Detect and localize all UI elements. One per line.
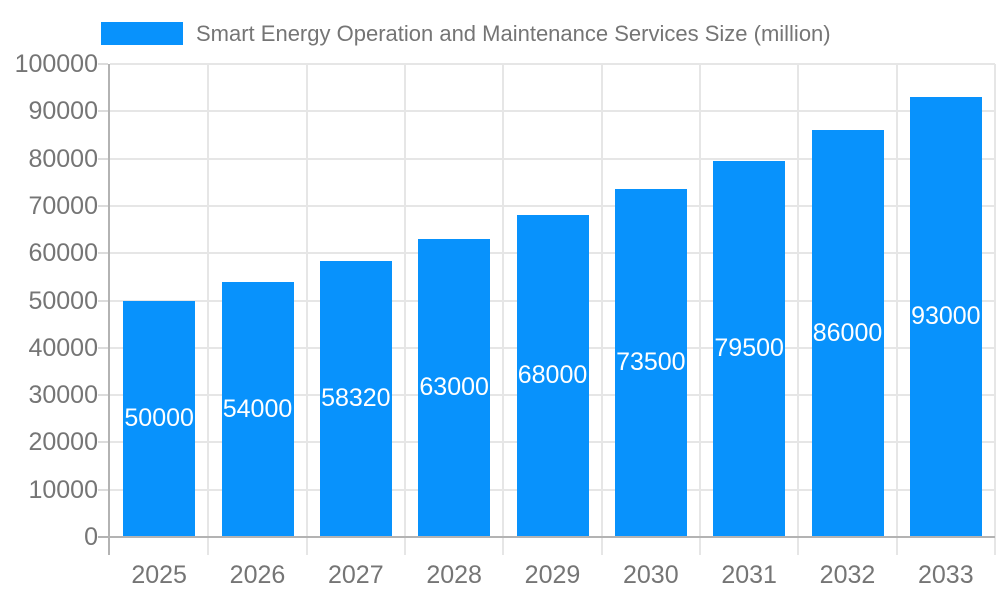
plot-area: 50000 54000 58320 63000 68000 73500 79500 86000… [98,63,996,555]
gridline-x-boundary [207,64,210,555]
gridline-x-boundary [797,64,800,555]
gridline-y-70000 [110,204,995,207]
y-tick-label: 10000 [28,475,98,504]
bar-2031[interactable]: 79500 [713,160,786,537]
gridline-y-90000 [110,110,995,113]
gridline-x-boundary [404,64,406,555]
bar-2029[interactable]: 68000 [516,215,589,537]
bar-2028[interactable]: 63000 [418,239,491,537]
bar-value-label: 58320 [321,384,391,413]
gridline-x-boundary [895,64,898,555]
gridline-y-80000 [110,157,995,160]
y-tick-mark [98,252,108,255]
y-tick-label: 100000 [14,50,98,78]
y-tick-label: 30000 [28,381,98,410]
y-tick-label: 20000 [28,428,98,457]
bar-2030[interactable]: 73500 [614,189,687,537]
bar-value-label: 68000 [517,361,588,390]
y-tick-label: 50000 [28,286,98,315]
bar-2026[interactable]: 54000 [221,281,294,537]
y-axis-line [108,64,110,555]
gridline-x-boundary [994,64,996,555]
y-tick-label: 90000 [28,97,98,126]
y-tick-label: 70000 [28,191,98,220]
y-tick-mark [98,346,108,349]
x-axis-line [98,536,995,538]
bar-value-label: 50000 [124,404,194,432]
y-tick-mark [98,299,108,302]
bar-value-label: 54000 [222,394,293,423]
y-tick-mark [98,157,108,160]
bar-2032[interactable]: 86000 [811,130,884,537]
x-tick-label-2030: 2030 [623,561,679,589]
legend: Smart Energy Operation and Maintenance S… [101,20,831,46]
x-axis-labels: 2025 2026 2027 2028 2029 2030 2031 2032 2033 [110,558,995,592]
legend-label: Smart Energy Operation and Maintenance S… [196,20,831,46]
x-tick-label-2028: 2028 [426,561,482,589]
bar-2027[interactable]: 58320 [319,261,392,537]
y-tick-label: 80000 [28,144,98,173]
bar-2033[interactable]: 93000 [909,97,982,537]
bar-value-label: 86000 [812,318,883,347]
bar-2025[interactable]: 50000 [123,300,196,537]
y-tick-mark [98,394,108,397]
y-tick-label: 40000 [28,333,98,362]
x-tick-label-2025: 2025 [131,561,187,589]
x-tick-label-2031: 2031 [721,561,777,589]
x-tick-label-2029: 2029 [524,561,581,589]
bar-value-label: 73500 [616,348,686,377]
y-tick-mark [98,110,108,113]
y-axis-labels: 0 10000 20000 30000 40000 50000 60000 70000 8000… [0,50,98,551]
y-tick-label: 60000 [28,239,98,268]
x-tick-label-2027: 2027 [328,561,384,589]
gridline-x-boundary [600,64,603,555]
bar-value-label: 93000 [911,302,981,331]
x-tick-label-2026: 2026 [229,561,286,589]
gridline-x-boundary [502,64,505,555]
y-tick-label: 0 [84,523,98,551]
y-tick-mark [98,63,108,65]
y-tick-mark [98,204,108,207]
y-tick-mark [98,441,108,444]
gridline-y-100000 [110,63,995,65]
legend-swatch-icon [101,22,183,45]
x-tick-label-2033: 2033 [918,561,974,589]
bar-value-label: 79500 [714,334,784,363]
gridline-x-boundary [305,64,308,555]
y-tick-mark [98,488,108,491]
gridline-x-boundary [699,64,701,555]
x-tick-label-2032: 2032 [819,561,876,589]
bar-value-label: 63000 [419,373,489,402]
